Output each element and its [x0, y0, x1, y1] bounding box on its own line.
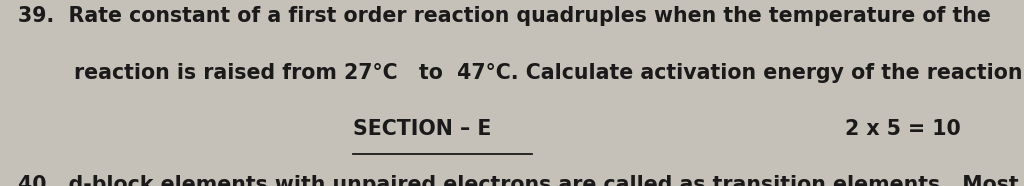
Text: 2 x 5 = 10: 2 x 5 = 10 [845, 119, 961, 139]
Text: reaction is raised from 27°C   to  47°C. Calculate activation energy of the reac: reaction is raised from 27°C to 47°C. Ca… [74, 63, 1022, 83]
Text: 39.  Rate constant of a first order reaction quadruples when the temperature of : 39. Rate constant of a first order react… [18, 6, 991, 26]
Text: SECTION – E: SECTION – E [353, 119, 492, 139]
Text: 40.  d-block elements with unpaired electrons are called as transition elements.: 40. d-block elements with unpaired elect… [18, 175, 1019, 186]
